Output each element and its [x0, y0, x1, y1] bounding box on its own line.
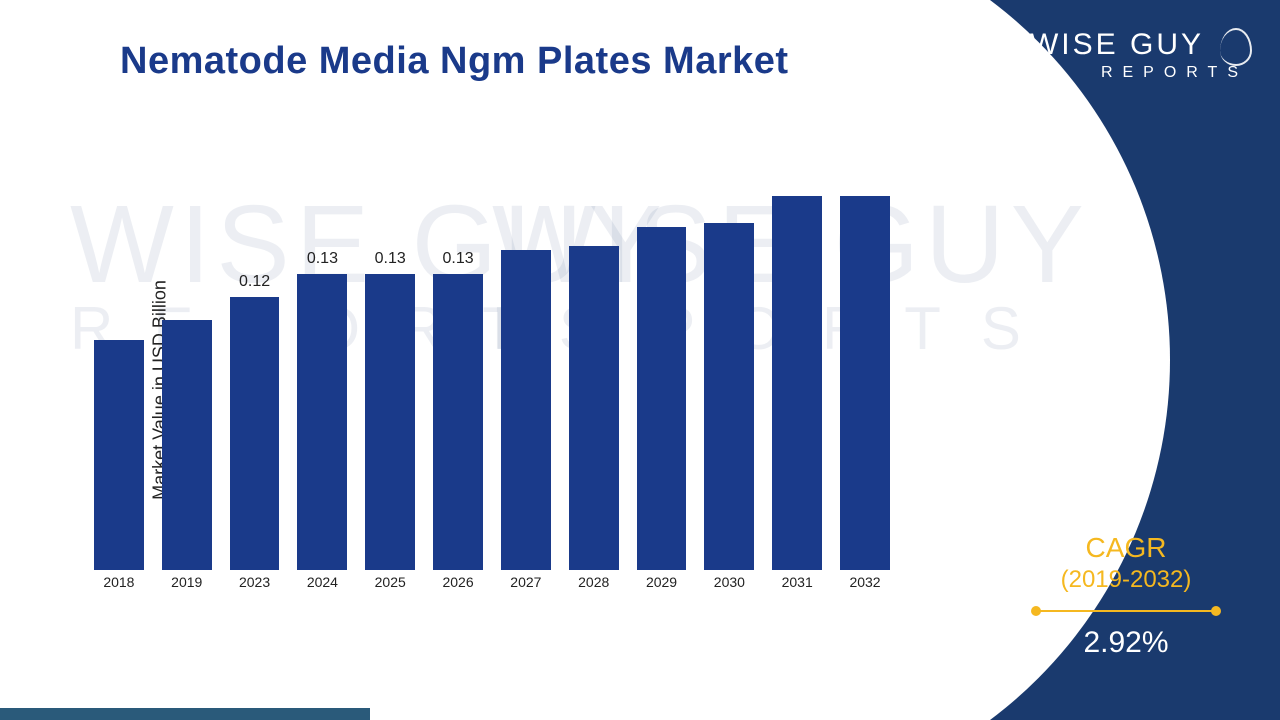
bar — [501, 250, 551, 570]
bar — [569, 246, 619, 570]
bar — [772, 196, 822, 570]
x-tick: 2027 — [501, 574, 551, 600]
head-icon — [1210, 24, 1252, 66]
x-tick: 2025 — [365, 574, 415, 600]
bar-group — [569, 222, 619, 570]
brand-logo: WISE GUY REPORTS — [1030, 24, 1252, 82]
bar-group — [704, 199, 754, 570]
x-tick: 2028 — [569, 574, 619, 600]
x-tick: 2019 — [162, 574, 212, 600]
bar — [162, 320, 212, 570]
bar-group — [162, 296, 212, 570]
x-tick: 2029 — [637, 574, 687, 600]
bar — [230, 297, 280, 570]
bar — [365, 274, 415, 570]
bar — [297, 274, 347, 570]
chart-area: Market Value in USD Billion 0.120.130.13… — [60, 180, 890, 600]
cagr-value: 2.92% — [1006, 626, 1246, 660]
bar — [637, 227, 687, 570]
bar — [433, 274, 483, 570]
bar-group — [637, 203, 687, 570]
bar — [94, 340, 144, 570]
bar — [704, 223, 754, 570]
bar-plot: 0.12 0.13 0.13 0.13 — [90, 180, 890, 570]
bottom-accent-bar — [0, 708, 370, 720]
x-tick: 2031 — [772, 574, 822, 600]
chart-canvas: WISE GUY REPORTS WISE GUY REPORTS Nemato… — [0, 0, 1280, 720]
content-layer: Nematode Media Ngm Plates Market WISE GU… — [0, 0, 1280, 720]
bar-value-label: 0.13 — [442, 250, 473, 270]
logo-text-1: WISE GUY — [1030, 28, 1204, 62]
bar-group — [501, 226, 551, 570]
x-tick: 2024 — [297, 574, 347, 600]
bar-group — [94, 316, 144, 570]
logo-text-2: REPORTS — [1030, 64, 1252, 82]
bar-group — [840, 172, 890, 570]
x-tick: 2023 — [230, 574, 280, 600]
x-tick: 2030 — [704, 574, 754, 600]
bar-group — [772, 172, 822, 570]
cagr-title: CAGR — [1006, 532, 1246, 564]
bar-value-label: 0.12 — [239, 273, 270, 293]
bar — [840, 196, 890, 570]
x-tick: 2026 — [433, 574, 483, 600]
bar-value-label: 0.13 — [307, 250, 338, 270]
x-tick: 2018 — [94, 574, 144, 600]
cagr-divider — [1036, 610, 1216, 612]
bar-group: 0.13 — [297, 250, 347, 570]
bar-group: 0.12 — [230, 273, 280, 570]
x-tick: 2032 — [840, 574, 890, 600]
bar-group: 0.13 — [433, 250, 483, 570]
bar-value-label: 0.13 — [375, 250, 406, 270]
cagr-range: (2019-2032) — [1006, 566, 1246, 594]
cagr-block: CAGR (2019-2032) 2.92% — [1006, 532, 1246, 660]
x-axis: 2018 2019 2023 2024 2025 2026 2027 2028 2029 2030… — [90, 574, 890, 600]
chart-title: Nematode Media Ngm Plates Market — [120, 40, 789, 83]
bar-group: 0.13 — [365, 250, 415, 570]
